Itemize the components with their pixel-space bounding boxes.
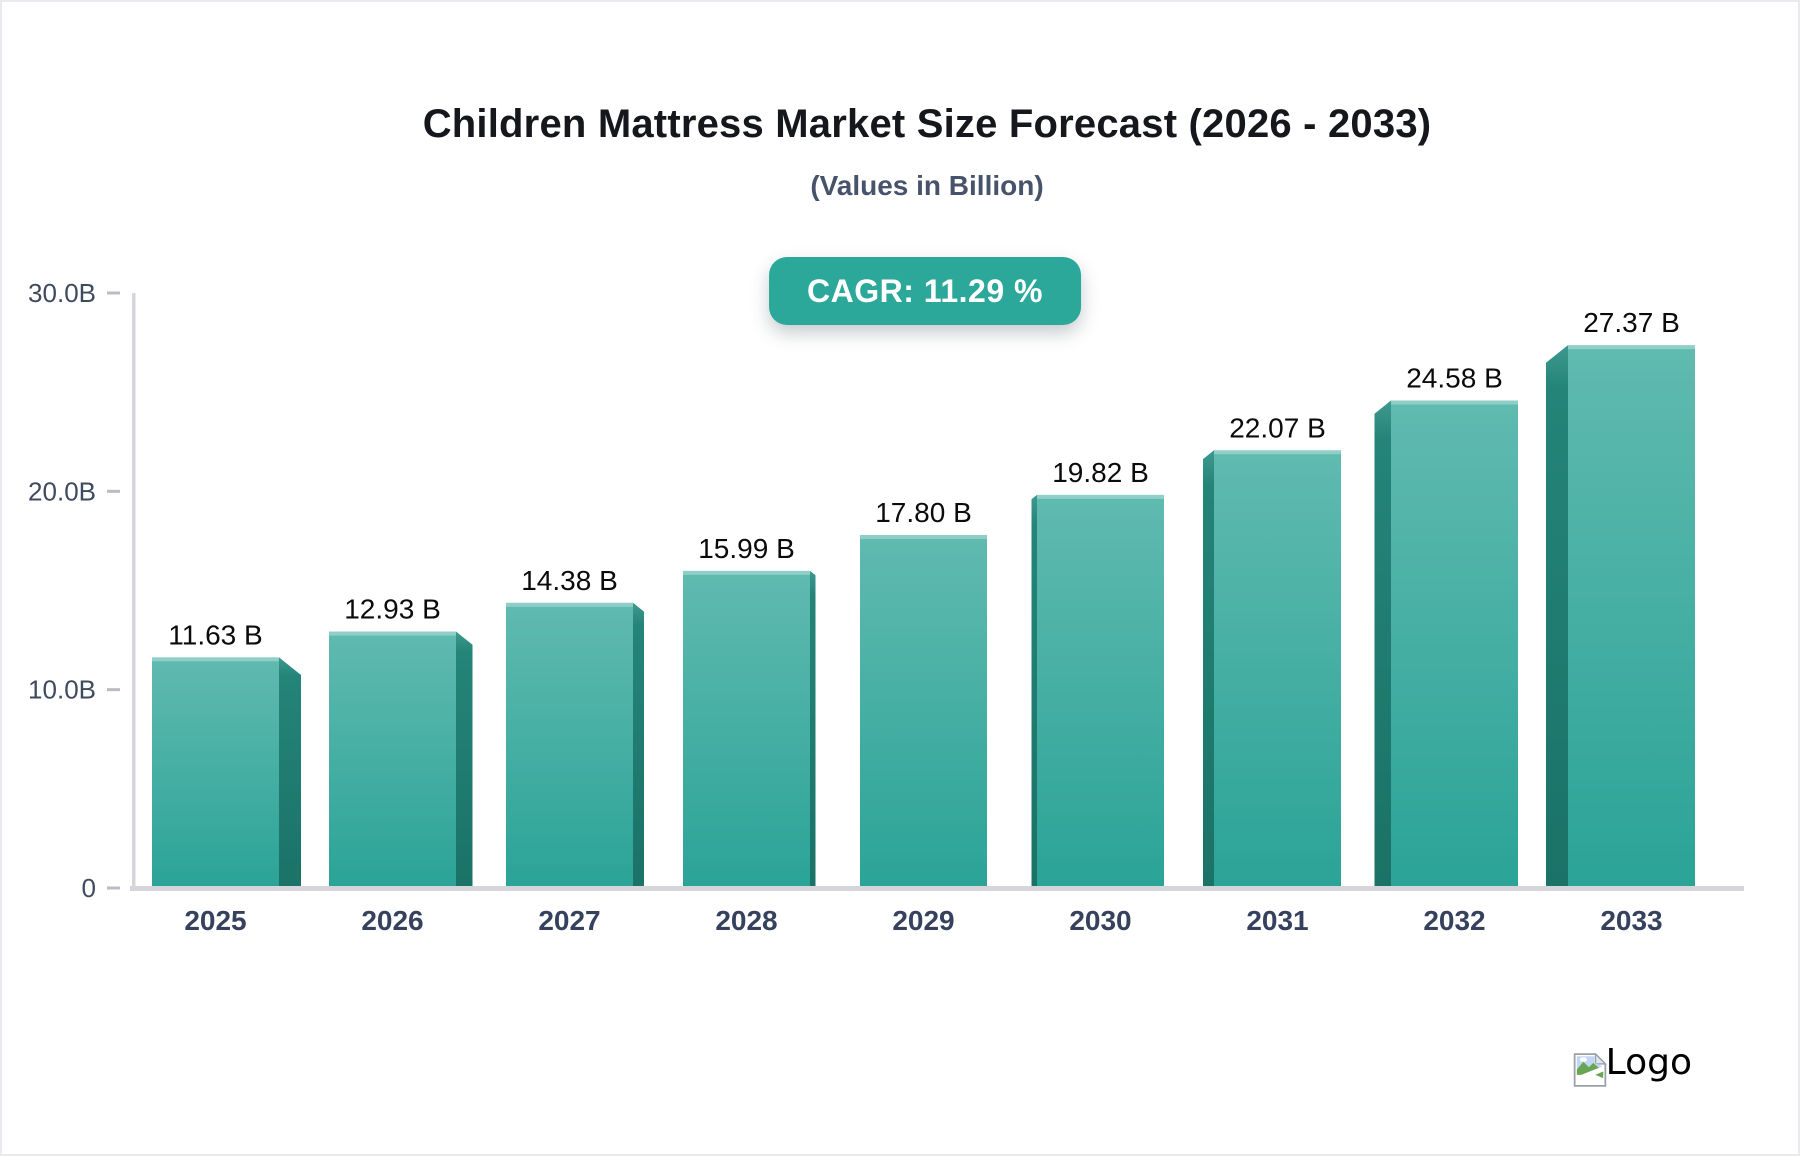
bar-front-face xyxy=(683,570,810,888)
bar-side-face xyxy=(633,602,644,888)
x-axis-line xyxy=(130,886,1744,891)
y-axis-line xyxy=(132,293,136,888)
bar-value-label: 11.63 B xyxy=(168,619,262,650)
bar-value-label: 27.37 B xyxy=(1583,307,1680,338)
chart-title: Children Mattress Market Size Forecast (… xyxy=(422,102,1432,146)
x-axis-label: 2028 xyxy=(715,905,777,936)
x-axis-label: 2026 xyxy=(361,905,423,936)
cagr-badge: CAGR: 11.29 % xyxy=(769,257,1081,325)
bar-value-label: 14.38 B xyxy=(521,565,618,596)
bar-top-highlight xyxy=(683,570,810,575)
bar-2026 xyxy=(329,631,473,888)
logo: Logo xyxy=(1572,1040,1692,1087)
bar-front-face xyxy=(1037,494,1164,888)
broken-image-icon xyxy=(1573,1052,1607,1087)
bar-side-face xyxy=(810,570,816,888)
bar-front-face xyxy=(1214,450,1341,888)
y-tick-mark xyxy=(107,688,120,692)
bar-top-highlight xyxy=(506,602,633,607)
bar-2031 xyxy=(1203,450,1341,888)
bar-side-face xyxy=(1546,345,1568,889)
x-axis-label: 2029 xyxy=(892,905,954,936)
bar-side-face xyxy=(279,657,301,888)
y-tick-label: 20.0B xyxy=(28,476,96,506)
bar-top-highlight xyxy=(329,631,456,636)
bar-value-label: 15.99 B xyxy=(698,533,795,564)
bar-side-face xyxy=(1203,450,1214,888)
y-tick-mark xyxy=(107,489,120,493)
bar-front-face xyxy=(506,602,633,888)
bar-2027 xyxy=(506,602,644,888)
chart-subtitle: (Values in Billion) xyxy=(810,170,1044,201)
x-axis-label: 2033 xyxy=(1600,905,1662,936)
bar-front-face xyxy=(329,631,456,888)
bar-front-face xyxy=(152,657,279,888)
bar-top-highlight xyxy=(152,657,279,662)
bar-top-highlight xyxy=(1214,450,1341,455)
logo-text: Logo xyxy=(1605,1042,1692,1083)
bar-front-face xyxy=(1568,345,1695,889)
y-tick-label: 30.0B xyxy=(28,278,96,308)
bar-2032 xyxy=(1374,400,1518,888)
x-axis-label: 2032 xyxy=(1423,905,1485,936)
x-axis-label: 2030 xyxy=(1069,905,1131,936)
y-tick-label: 10.0B xyxy=(28,675,96,705)
bar-top-highlight xyxy=(1037,494,1164,499)
bar-value-label: 19.82 B xyxy=(1052,457,1149,488)
bar-2025 xyxy=(152,657,301,888)
bar-value-label: 22.07 B xyxy=(1229,412,1326,443)
bar-top-highlight xyxy=(860,534,987,539)
bar-top-highlight xyxy=(1568,345,1695,350)
x-axis-label: 2027 xyxy=(538,905,600,936)
bar-side-face xyxy=(1374,400,1391,888)
bar-2029 xyxy=(860,534,987,888)
x-axis-label: 2025 xyxy=(184,905,246,936)
bar-value-label: 17.80 B xyxy=(875,497,972,528)
x-axis-label: 2031 xyxy=(1246,905,1308,936)
y-tick-mark xyxy=(107,291,120,295)
y-tick-label: 0 xyxy=(82,873,96,903)
bar-2028 xyxy=(683,570,816,888)
bar-front-face xyxy=(860,534,987,888)
bar-side-face xyxy=(456,631,473,888)
bar-top-highlight xyxy=(1391,400,1518,405)
y-tick-mark xyxy=(107,886,120,890)
bar-2030 xyxy=(1031,494,1164,888)
bar-front-face xyxy=(1391,400,1518,888)
bar-2033 xyxy=(1546,345,1695,889)
bar-value-label: 12.93 B xyxy=(344,594,441,625)
bar-value-label: 24.58 B xyxy=(1406,362,1503,393)
bar-side-face xyxy=(1031,494,1037,888)
